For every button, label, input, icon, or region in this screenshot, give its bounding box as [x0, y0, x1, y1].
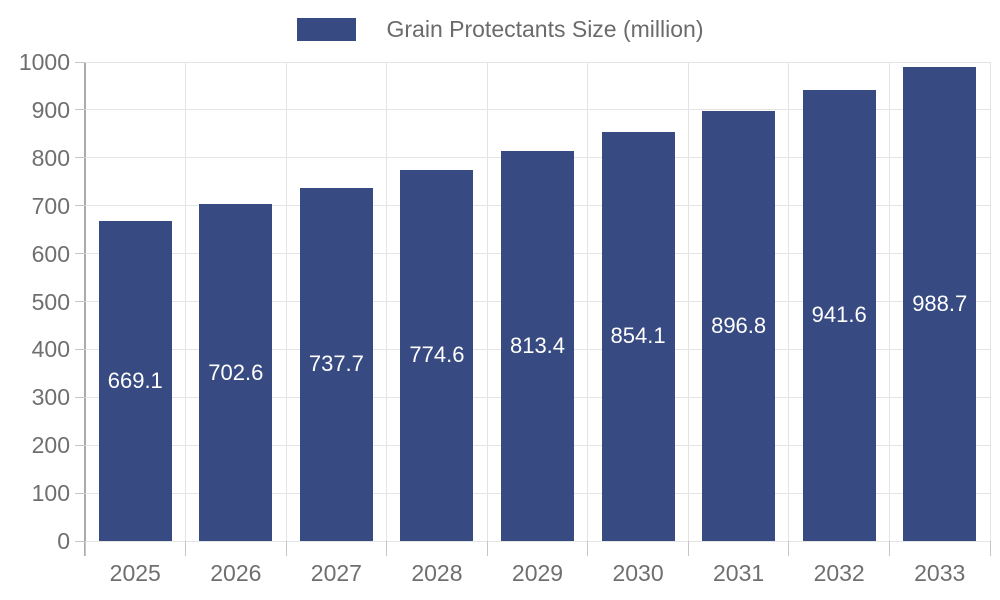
- bar-value-label: 813.4: [509, 333, 566, 359]
- y-axis-tick: [75, 61, 85, 63]
- bar: 774.6: [400, 169, 474, 541]
- bar-value-label: 669.1: [107, 367, 163, 393]
- y-axis-tick: [75, 540, 85, 542]
- x-axis-tick: [84, 541, 86, 556]
- v-gridline: [788, 62, 790, 541]
- bar-value-label: 896.8: [711, 313, 767, 339]
- x-axis-tick: [285, 541, 287, 556]
- v-gridline: [386, 62, 388, 541]
- x-axis-label: 2030: [612, 560, 664, 586]
- y-axis-label: 900: [31, 96, 70, 123]
- y-axis-tick: [75, 492, 85, 494]
- h-gridline: [85, 61, 990, 63]
- x-axis-tick: [888, 541, 890, 556]
- bar-value-label: 988.7: [912, 291, 968, 317]
- y-axis-tick: [75, 157, 85, 159]
- bar: 702.6: [199, 204, 273, 541]
- v-gridline: [989, 62, 991, 541]
- y-axis-label: 400: [31, 336, 70, 363]
- x-axis-label: 2032: [813, 560, 865, 586]
- y-axis-tick: [75, 348, 85, 350]
- y-axis-label: 100: [31, 480, 70, 507]
- bar: 941.6: [802, 89, 876, 541]
- x-axis-tick: [788, 541, 790, 556]
- x-axis-label: 2031: [713, 560, 765, 586]
- x-axis-tick: [587, 541, 589, 556]
- y-axis-label: 1000: [18, 49, 70, 75]
- y-axis-label: 200: [31, 432, 70, 459]
- h-gridline: [85, 109, 990, 111]
- y-axis-tick: [75, 444, 85, 446]
- y-axis-line: [84, 62, 86, 556]
- v-gridline: [687, 62, 689, 541]
- v-gridline: [285, 62, 287, 541]
- legend-label: Grain Protectants Size (million): [386, 16, 704, 42]
- y-axis-tick: [75, 205, 85, 207]
- y-axis-tick: [75, 396, 85, 398]
- v-gridline: [888, 62, 890, 541]
- y-axis-label: 300: [31, 384, 70, 411]
- bar: 813.4: [501, 151, 574, 541]
- bar: 854.1: [601, 131, 675, 541]
- legend: Grain Protectants Size (million): [0, 16, 1000, 43]
- y-axis-tick: [75, 301, 85, 302]
- x-axis-label: 2029: [511, 560, 564, 586]
- x-axis-tick: [687, 541, 689, 556]
- y-axis-label: 500: [31, 288, 70, 315]
- bar-value-label: 737.7: [308, 351, 364, 377]
- x-axis-label: 2025: [109, 560, 161, 586]
- x-axis-label: 2026: [210, 560, 262, 586]
- y-axis-label: 600: [31, 240, 70, 267]
- legend-swatch: [296, 18, 356, 41]
- x-axis-label: 2028: [411, 560, 463, 586]
- bar-value-label: 941.6: [811, 302, 867, 328]
- y-axis-tick: [75, 109, 85, 111]
- x-axis-tick: [185, 541, 187, 556]
- x-axis-label: 2033: [914, 560, 966, 586]
- v-gridline: [486, 62, 488, 541]
- bar: 896.8: [702, 111, 776, 541]
- plot-area: 669.1 702.6 737.7 774.6 813.4 854.1 896.8 941.6…: [85, 61, 991, 542]
- x-axis-tick: [989, 541, 991, 556]
- x-axis-label: 2027: [310, 560, 362, 586]
- v-gridline: [587, 62, 589, 541]
- bar-value-label: 774.6: [409, 342, 465, 368]
- bar-value-label: 854.1: [610, 323, 666, 349]
- bar: 737.7: [299, 187, 373, 541]
- bar-value-label: 702.6: [208, 359, 264, 385]
- h-gridline: [85, 540, 990, 542]
- y-axis-label: 700: [31, 192, 70, 219]
- y-axis-tick: [75, 253, 85, 255]
- x-axis-tick: [486, 541, 488, 556]
- bar: 988.7: [903, 67, 977, 541]
- y-axis-label: 800: [31, 144, 70, 171]
- y-axis-label: 0: [57, 528, 70, 554]
- v-gridline: [185, 62, 187, 541]
- bar: 669.1: [98, 220, 172, 541]
- x-axis-tick: [386, 541, 388, 556]
